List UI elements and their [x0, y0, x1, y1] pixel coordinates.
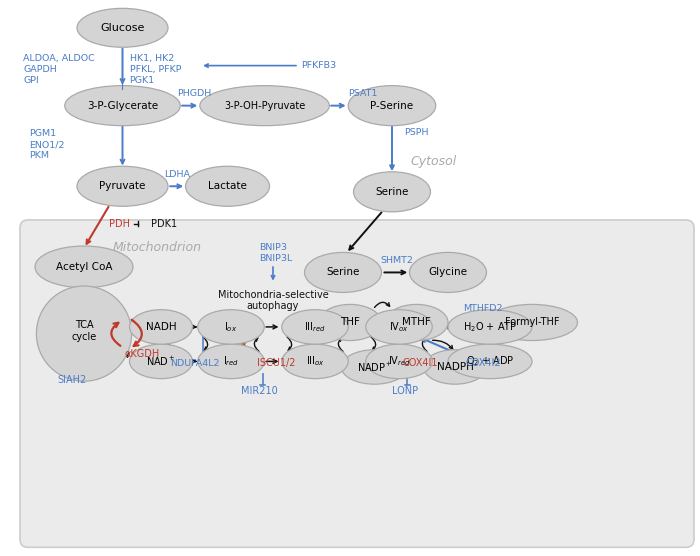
Ellipse shape	[385, 304, 448, 340]
Text: LONP: LONP	[391, 386, 418, 396]
Text: 3-P-OH-Pyruvate: 3-P-OH-Pyruvate	[224, 101, 305, 111]
FancyBboxPatch shape	[20, 220, 694, 547]
Text: COX4I2: COX4I2	[466, 358, 501, 368]
Text: PHGDH: PHGDH	[178, 89, 211, 98]
Ellipse shape	[64, 86, 181, 126]
Ellipse shape	[486, 304, 578, 340]
Ellipse shape	[410, 252, 486, 292]
Ellipse shape	[77, 8, 168, 47]
Ellipse shape	[186, 166, 270, 206]
Text: PSAT1: PSAT1	[348, 89, 377, 98]
Text: 3-P-Glycerate: 3-P-Glycerate	[87, 101, 158, 111]
Text: ISCU1/2: ISCU1/2	[257, 358, 295, 368]
Ellipse shape	[199, 86, 329, 126]
Text: BNIP3: BNIP3	[259, 243, 287, 252]
Text: PFKFB3: PFKFB3	[301, 61, 336, 70]
Ellipse shape	[304, 252, 382, 292]
Text: MIR210: MIR210	[241, 386, 277, 396]
Text: autophagy: autophagy	[247, 301, 299, 311]
Ellipse shape	[77, 166, 168, 206]
Text: IV$_{red}$: IV$_{red}$	[388, 355, 410, 368]
Text: BNIP3L: BNIP3L	[259, 254, 293, 263]
Ellipse shape	[197, 310, 265, 344]
Ellipse shape	[342, 350, 407, 384]
Text: Glycine: Glycine	[428, 267, 468, 277]
Ellipse shape	[349, 86, 435, 126]
Circle shape	[36, 286, 132, 381]
Text: ENO1/2: ENO1/2	[29, 140, 65, 149]
Text: NADH: NADH	[146, 322, 176, 332]
Text: THF: THF	[340, 317, 360, 327]
Text: GAPDH: GAPDH	[23, 65, 57, 74]
Text: O$_2$ + ADP: O$_2$ + ADP	[466, 355, 514, 368]
Text: III$_{red}$: III$_{red}$	[304, 320, 326, 334]
Ellipse shape	[130, 344, 192, 379]
Text: I$_{red}$: I$_{red}$	[223, 355, 239, 368]
Text: SIAH2: SIAH2	[57, 375, 87, 385]
Ellipse shape	[365, 344, 433, 379]
Text: COX4I1: COX4I1	[402, 358, 438, 368]
Text: PGM1: PGM1	[29, 129, 57, 138]
Ellipse shape	[365, 310, 433, 344]
Text: PDH: PDH	[108, 219, 130, 229]
Ellipse shape	[197, 344, 265, 379]
Ellipse shape	[281, 310, 349, 344]
Ellipse shape	[318, 304, 382, 340]
Ellipse shape	[281, 344, 349, 379]
Text: GPI: GPI	[23, 76, 39, 85]
Text: Cytosol: Cytosol	[411, 155, 457, 168]
Text: ALDOA, ALDOC: ALDOA, ALDOC	[23, 54, 94, 63]
Text: Lactate: Lactate	[208, 181, 247, 191]
Text: H$_2$O + ATP: H$_2$O + ATP	[463, 320, 517, 334]
Text: PDK1: PDK1	[150, 219, 176, 229]
Text: I$_{ox}$: I$_{ox}$	[225, 320, 237, 334]
Text: PSPH: PSPH	[405, 128, 429, 137]
Text: MTHFD2: MTHFD2	[463, 304, 503, 313]
Text: Pyruvate: Pyruvate	[99, 181, 146, 191]
Text: Mitochondrion: Mitochondrion	[113, 241, 202, 254]
Text: Formyl-THF: Formyl-THF	[505, 317, 559, 327]
Text: Mitochondria-selective: Mitochondria-selective	[218, 290, 328, 300]
Text: HK1, HK2: HK1, HK2	[130, 54, 174, 63]
Text: IV$_{ox}$: IV$_{ox}$	[389, 320, 409, 334]
Ellipse shape	[35, 246, 133, 287]
Text: SHMT2: SHMT2	[381, 256, 413, 265]
Text: αKGDH: αKGDH	[125, 349, 160, 359]
Ellipse shape	[448, 344, 532, 379]
Text: III$_{ox}$: III$_{ox}$	[305, 355, 325, 368]
Text: NAD$^+$: NAD$^+$	[146, 355, 176, 368]
Ellipse shape	[424, 350, 486, 384]
Text: TCA
cycle: TCA cycle	[71, 320, 97, 341]
Text: PGK1: PGK1	[130, 76, 155, 85]
Text: LDHA: LDHA	[164, 170, 190, 178]
Text: NDUFA4L2: NDUFA4L2	[170, 359, 219, 368]
Text: Serine: Serine	[375, 187, 409, 197]
Text: Glucose: Glucose	[100, 23, 145, 33]
Text: MTHF: MTHF	[402, 317, 431, 327]
Ellipse shape	[130, 310, 192, 344]
Text: PFKL, PFKP: PFKL, PFKP	[130, 65, 181, 74]
Ellipse shape	[448, 310, 532, 344]
Text: PKM: PKM	[29, 151, 50, 160]
Text: NADP$^+$: NADP$^+$	[357, 360, 392, 374]
Ellipse shape	[354, 172, 430, 212]
Text: Acetyl CoA: Acetyl CoA	[56, 262, 112, 272]
Text: Serine: Serine	[326, 267, 360, 277]
Text: P-Serine: P-Serine	[370, 101, 414, 111]
Text: NADPH: NADPH	[437, 362, 473, 372]
